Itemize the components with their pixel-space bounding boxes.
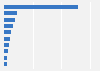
Bar — [4, 56, 7, 59]
Bar — [4, 62, 7, 66]
Bar — [4, 12, 17, 15]
Bar — [4, 30, 11, 34]
Bar — [4, 24, 13, 28]
Bar — [4, 49, 8, 53]
Bar — [4, 43, 9, 47]
Bar — [4, 5, 78, 9]
Bar — [4, 37, 10, 41]
Bar — [4, 18, 15, 22]
